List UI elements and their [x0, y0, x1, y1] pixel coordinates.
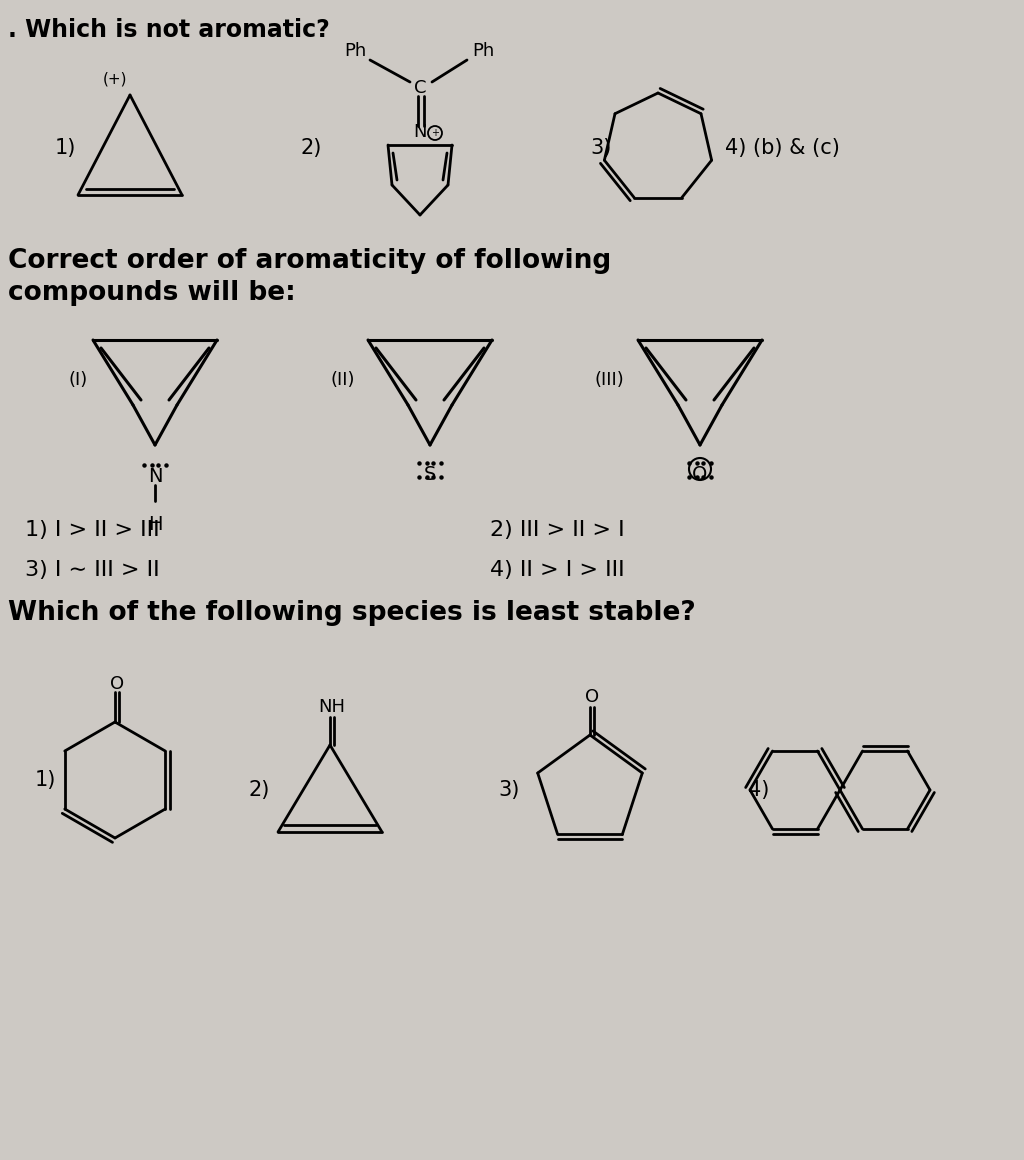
Text: (+): (+)	[102, 72, 127, 87]
Text: 3): 3)	[590, 138, 611, 158]
Text: Which of the following species is least stable?: Which of the following species is least …	[8, 600, 695, 626]
Text: +: +	[431, 128, 439, 138]
Text: 3) I ∼ III > II: 3) I ∼ III > II	[25, 560, 160, 580]
Text: O: O	[110, 675, 124, 693]
Text: 2): 2)	[248, 780, 269, 800]
Text: C: C	[414, 79, 426, 97]
Text: 2) III > II > I: 2) III > II > I	[490, 520, 625, 541]
Text: NH: NH	[318, 698, 345, 716]
Text: (I): (I)	[68, 371, 87, 389]
Text: H: H	[147, 515, 162, 534]
Text: compounds will be:: compounds will be:	[8, 280, 296, 306]
Text: 1): 1)	[55, 138, 77, 158]
Text: 4) (b) & (c): 4) (b) & (c)	[725, 138, 840, 158]
Text: N: N	[147, 467, 162, 486]
Text: 4): 4)	[748, 780, 769, 800]
Text: Correct order of aromaticity of following: Correct order of aromaticity of followin…	[8, 248, 611, 274]
Text: O: O	[585, 688, 599, 706]
Text: S: S	[424, 465, 436, 484]
Text: N: N	[414, 123, 427, 142]
Text: 4) II > I > III: 4) II > I > III	[490, 560, 625, 580]
Text: 1): 1)	[35, 770, 56, 790]
Text: (II): (II)	[330, 371, 354, 389]
Text: (III): (III)	[595, 371, 625, 389]
Text: 3): 3)	[498, 780, 519, 800]
Text: Ph: Ph	[472, 42, 495, 60]
Text: O: O	[692, 465, 708, 484]
Text: . Which is not aromatic?: . Which is not aromatic?	[8, 19, 330, 42]
Text: Ph: Ph	[344, 42, 367, 60]
Text: 1) I > II > III: 1) I > II > III	[25, 520, 160, 541]
Text: 2): 2)	[300, 138, 322, 158]
